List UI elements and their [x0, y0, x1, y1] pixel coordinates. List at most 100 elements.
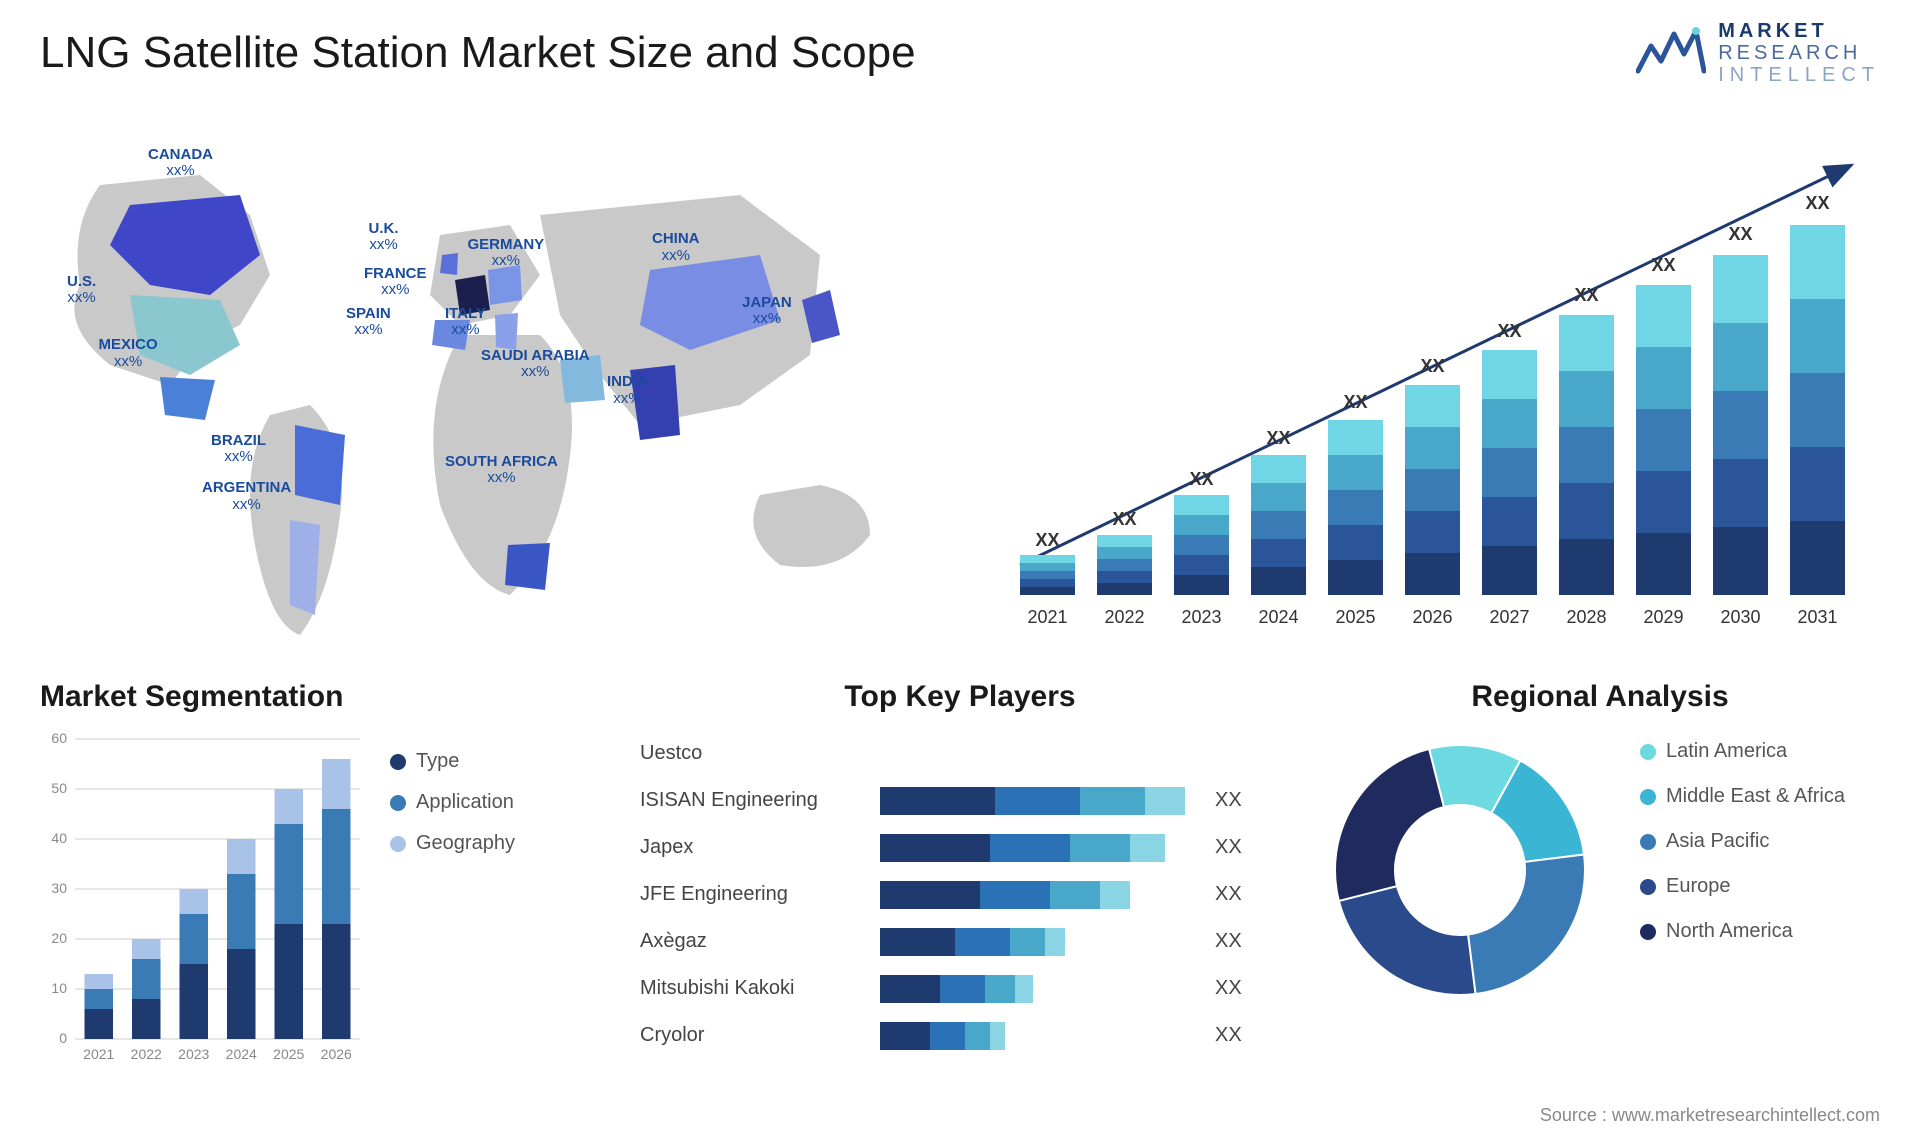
player-row: JFE EngineeringXX — [640, 871, 1242, 918]
player-bar-segment — [1010, 928, 1045, 956]
legend-label: Application — [416, 791, 514, 814]
player-bar-segment — [1045, 928, 1065, 956]
legend-dot-icon — [1640, 924, 1656, 940]
players-panel: Top Key Players UestcoISISAN Engineering… — [640, 680, 1280, 1100]
growth-year-label: 2025 — [1335, 607, 1375, 628]
legend-label: Latin America — [1666, 740, 1787, 763]
svg-text:2024: 2024 — [226, 1046, 257, 1062]
legend-label: Type — [416, 750, 459, 773]
player-name: Cryolor — [640, 1024, 880, 1047]
players-list: Uestco ISISAN EngineeringXXJapexXXJFE Eng… — [640, 730, 1242, 1059]
top-row: CANADAxx%U.S.xx%MEXICOxx%BRAZILxx%ARGENT… — [40, 120, 1880, 650]
player-bar-segment — [880, 787, 995, 815]
legend-dot-icon — [390, 795, 406, 811]
player-value: XX — [1215, 789, 1242, 812]
map-label: SOUTH AFRICAxx% — [445, 454, 558, 487]
growth-year-label: 2031 — [1797, 607, 1837, 628]
player-bar-segment — [1145, 787, 1185, 815]
map-label: MEXICOxx% — [99, 337, 158, 370]
player-bar-segment — [880, 1022, 930, 1050]
legend-dot-icon — [390, 754, 406, 770]
player-bar-segment — [955, 928, 1010, 956]
growth-year-label: 2022 — [1104, 607, 1144, 628]
player-value: XX — [1215, 930, 1242, 953]
map-label: CANADAxx% — [148, 147, 213, 180]
logo: MARKET RESEARCH INTELLECT — [1636, 20, 1880, 86]
player-bar — [880, 975, 1200, 1003]
donut-wrap — [1320, 730, 1600, 1015]
growth-bar-top-label: XX — [1343, 392, 1367, 413]
player-row: ISISAN EngineeringXX — [640, 777, 1242, 824]
map-label: GERMANYxx% — [468, 237, 545, 270]
player-bar — [880, 787, 1200, 815]
legend-dot-icon — [1640, 834, 1656, 850]
segmentation-legend: Type Application Geography — [390, 750, 515, 855]
growth-bar-top-label: XX — [1420, 356, 1444, 377]
regional-legend-item: North America — [1640, 920, 1845, 943]
player-bar-segment — [1015, 975, 1033, 1003]
logo-text: MARKET RESEARCH INTELLECT — [1718, 20, 1880, 86]
player-row: Axègaz XX — [640, 918, 1242, 965]
regional-donut — [1320, 730, 1600, 1010]
player-bar-segment — [880, 928, 955, 956]
legend-label: Asia Pacific — [1666, 830, 1769, 853]
player-row: JapexXX — [640, 824, 1242, 871]
bottom-row: Market Segmentation 01020304050602021202… — [40, 680, 1880, 1100]
map-label: SPAINxx% — [346, 306, 391, 339]
map-label: CHINAxx% — [652, 231, 700, 264]
segmentation-legend-item: Geography — [390, 832, 515, 855]
regional-legend: Latin America Middle East & Africa Asia Pa… — [1640, 740, 1845, 943]
player-bar — [880, 881, 1200, 909]
player-name: Axègaz — [640, 930, 880, 953]
player-name: Uestco — [640, 742, 880, 765]
segmentation-chart: 0102030405060202120222023202420252026 — [40, 729, 370, 1069]
player-value: XX — [1215, 977, 1242, 1000]
player-row: Mitsubishi KakokiXX — [640, 965, 1242, 1012]
player-value: XX — [1215, 1024, 1242, 1047]
growth-chart — [980, 120, 1880, 650]
map-label: INDIAxx% — [607, 374, 648, 407]
player-bar-segment — [1080, 787, 1145, 815]
logo-line1: MARKET — [1718, 20, 1880, 42]
player-bar-segment — [880, 834, 990, 862]
svg-text:10: 10 — [51, 980, 67, 996]
growth-bar-top-label: XX — [1035, 530, 1059, 551]
player-value: XX — [1215, 836, 1242, 859]
growth-bar-top-label: XX — [1497, 321, 1521, 342]
player-value: XX — [1215, 883, 1242, 906]
player-bar-segment — [1050, 881, 1100, 909]
legend-dot-icon — [1640, 879, 1656, 895]
svg-text:60: 60 — [51, 730, 67, 746]
svg-text:30: 30 — [51, 880, 67, 896]
player-bar-segment — [985, 975, 1015, 1003]
svg-text:40: 40 — [51, 830, 67, 846]
regional-legend-item: Latin America — [1640, 740, 1845, 763]
growth-bar-top-label: XX — [1805, 193, 1829, 214]
map-label: BRAZILxx% — [211, 433, 266, 466]
logo-line3: INTELLECT — [1718, 64, 1880, 86]
player-bar-segment — [990, 834, 1070, 862]
map-label: FRANCExx% — [364, 266, 427, 299]
growth-bar-top-label: XX — [1574, 285, 1598, 306]
regional-legend-item: Europe — [1640, 875, 1845, 898]
legend-dot-icon — [1640, 789, 1656, 805]
growth-chart-panel: XX2021XX2022XX2023XX2024XX2025XX2026XX20… — [980, 120, 1880, 650]
player-bar-segment — [880, 881, 980, 909]
growth-year-label: 2026 — [1412, 607, 1452, 628]
player-bar-segment — [995, 787, 1080, 815]
player-bar — [880, 928, 1200, 956]
growth-year-label: 2027 — [1489, 607, 1529, 628]
player-row: Uestco — [640, 730, 1242, 777]
map-label: U.S.xx% — [67, 274, 96, 307]
logo-line2: RESEARCH — [1718, 42, 1880, 64]
svg-text:20: 20 — [51, 930, 67, 946]
regional-legend-item: Middle East & Africa — [1640, 785, 1845, 808]
legend-dot-icon — [390, 836, 406, 852]
map-label: JAPANxx% — [742, 295, 792, 328]
page-title: LNG Satellite Station Market Size and Sc… — [40, 28, 916, 78]
growth-year-label: 2024 — [1258, 607, 1298, 628]
svg-text:2023: 2023 — [178, 1046, 209, 1062]
title-bar: LNG Satellite Station Market Size and Sc… — [40, 20, 1880, 86]
regional-legend-item: Asia Pacific — [1640, 830, 1845, 853]
svg-text:2025: 2025 — [273, 1046, 304, 1062]
